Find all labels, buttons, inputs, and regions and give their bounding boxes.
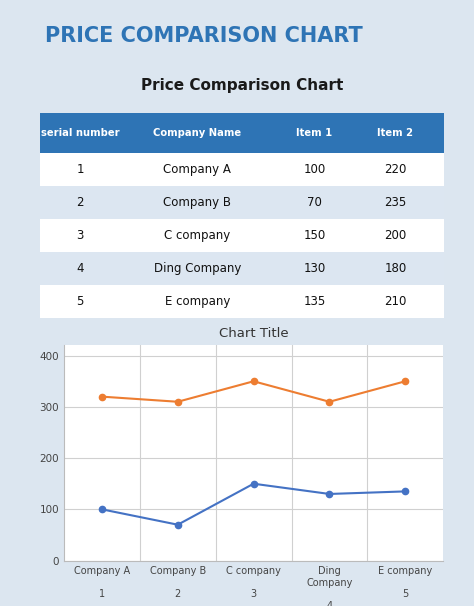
Text: 220: 220 [384, 163, 407, 176]
Text: 135: 135 [303, 295, 326, 308]
Text: 235: 235 [384, 196, 406, 209]
Text: Company A: Company A [164, 163, 231, 176]
FancyBboxPatch shape [40, 153, 444, 186]
Text: 200: 200 [384, 229, 406, 242]
Text: 1: 1 [76, 163, 84, 176]
Text: PRICE COMPARISON CHART: PRICE COMPARISON CHART [45, 25, 363, 46]
Text: 180: 180 [384, 262, 406, 275]
FancyBboxPatch shape [40, 219, 444, 252]
Item 2 [251, 378, 256, 385]
Item 2 [402, 378, 408, 385]
Title: Chart Title: Chart Title [219, 327, 288, 340]
FancyBboxPatch shape [40, 285, 444, 318]
Item 2 [99, 393, 105, 401]
Text: Company Name: Company Name [153, 128, 241, 138]
Text: 130: 130 [303, 262, 326, 275]
Item 2 [327, 398, 332, 405]
Text: Item 1: Item 1 [296, 128, 333, 138]
Text: 100: 100 [303, 163, 326, 176]
Text: serial number: serial number [41, 128, 119, 138]
Line: Item 2: Item 2 [99, 378, 409, 405]
Item 1 [175, 521, 181, 528]
FancyBboxPatch shape [40, 113, 444, 153]
Line: Item 1: Item 1 [99, 481, 409, 528]
Text: Price Comparison Chart: Price Comparison Chart [141, 78, 343, 93]
Text: 150: 150 [303, 229, 326, 242]
FancyBboxPatch shape [40, 252, 444, 285]
Item 1 [327, 490, 332, 498]
Item 2 [175, 398, 181, 405]
Text: 3: 3 [76, 229, 84, 242]
Text: 2: 2 [76, 196, 84, 209]
FancyBboxPatch shape [40, 186, 444, 219]
Text: Company B: Company B [163, 196, 231, 209]
Text: Item 2: Item 2 [377, 128, 413, 138]
Text: 4: 4 [76, 262, 84, 275]
Item 1 [251, 480, 256, 487]
Text: Ding Company: Ding Company [154, 262, 241, 275]
Text: 5: 5 [76, 295, 84, 308]
Text: 70: 70 [307, 196, 322, 209]
Item 1 [402, 488, 408, 495]
Item 1 [99, 505, 105, 513]
Text: 210: 210 [384, 295, 407, 308]
Text: C company: C company [164, 229, 230, 242]
Text: E company: E company [164, 295, 230, 308]
